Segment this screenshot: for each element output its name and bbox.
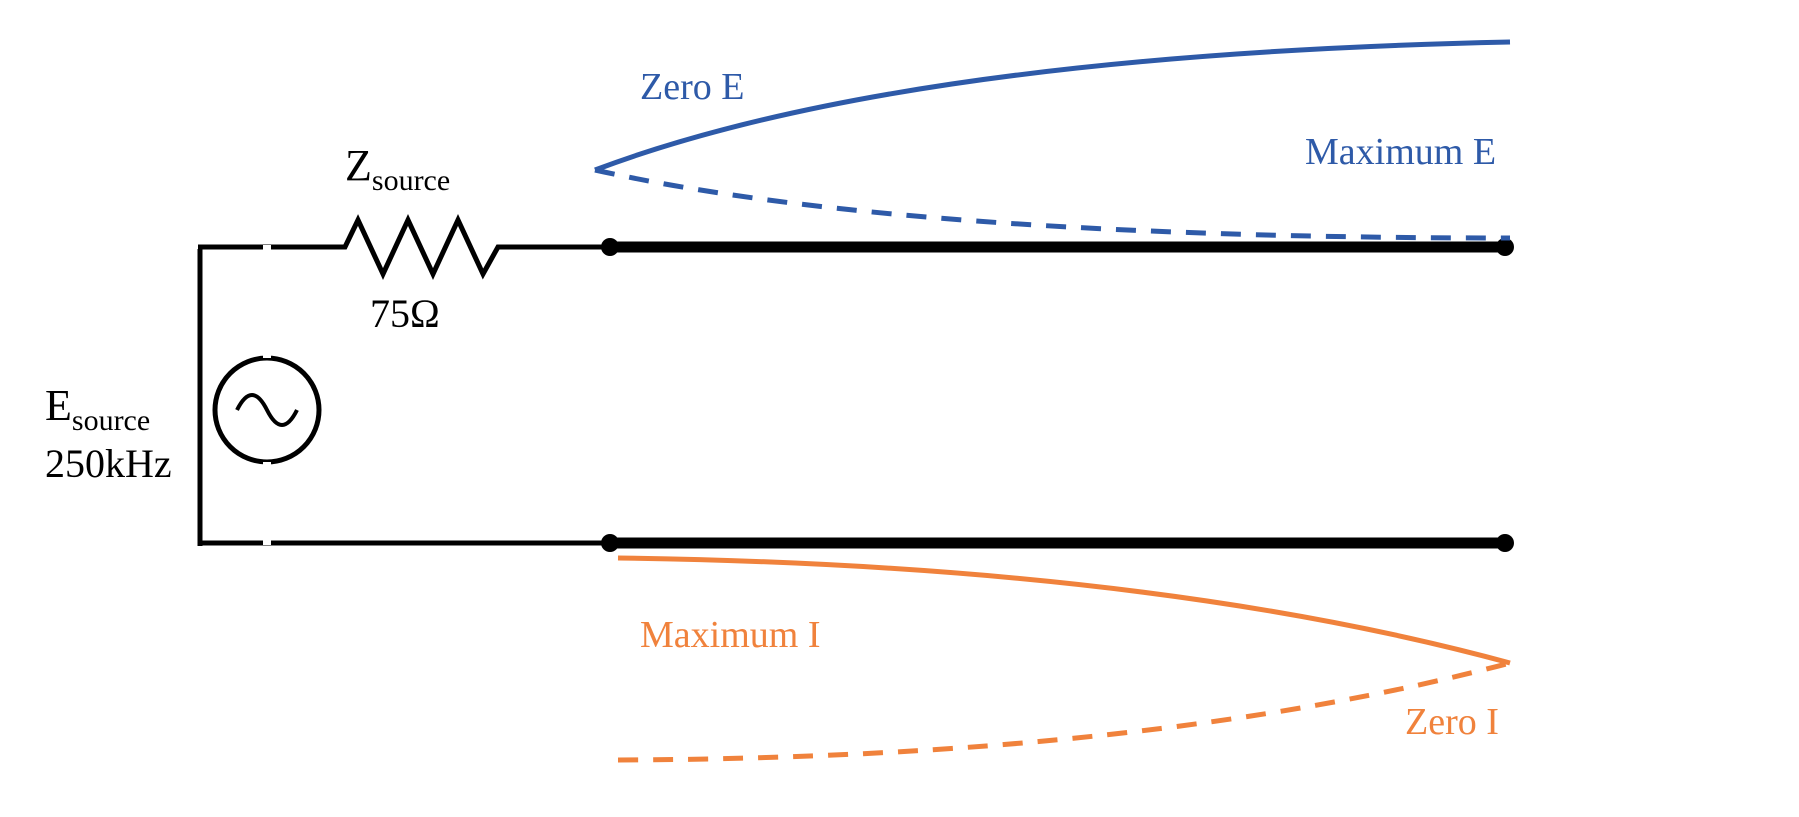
max-i-label: Maximum I — [640, 613, 820, 657]
impedance-z-main: Z — [345, 141, 372, 190]
node-bottom-left — [601, 534, 619, 552]
source-e-sub: source — [72, 404, 150, 437]
node-top-right — [1496, 238, 1514, 256]
max-e-label: Maximum E — [1305, 130, 1496, 174]
voltage-curve-dashed — [595, 170, 1510, 238]
zero-i-label: Zero I — [1405, 700, 1499, 744]
zero-e-label: Zero E — [640, 65, 744, 109]
impedance-z-sub: source — [372, 164, 450, 197]
node-bottom-right — [1496, 534, 1514, 552]
impedance-z-label: Zsource — [345, 140, 450, 198]
current-curve-dashed — [618, 663, 1510, 760]
source-e-label: Esource — [45, 380, 150, 438]
node-top-left — [601, 238, 619, 256]
source-freq-label: 250kHz — [45, 440, 172, 487]
circuit-diagram — [0, 0, 1799, 817]
impedance-value-label: 75Ω — [370, 290, 440, 337]
resistor-symbol — [330, 220, 515, 274]
source-e-main: E — [45, 381, 72, 430]
